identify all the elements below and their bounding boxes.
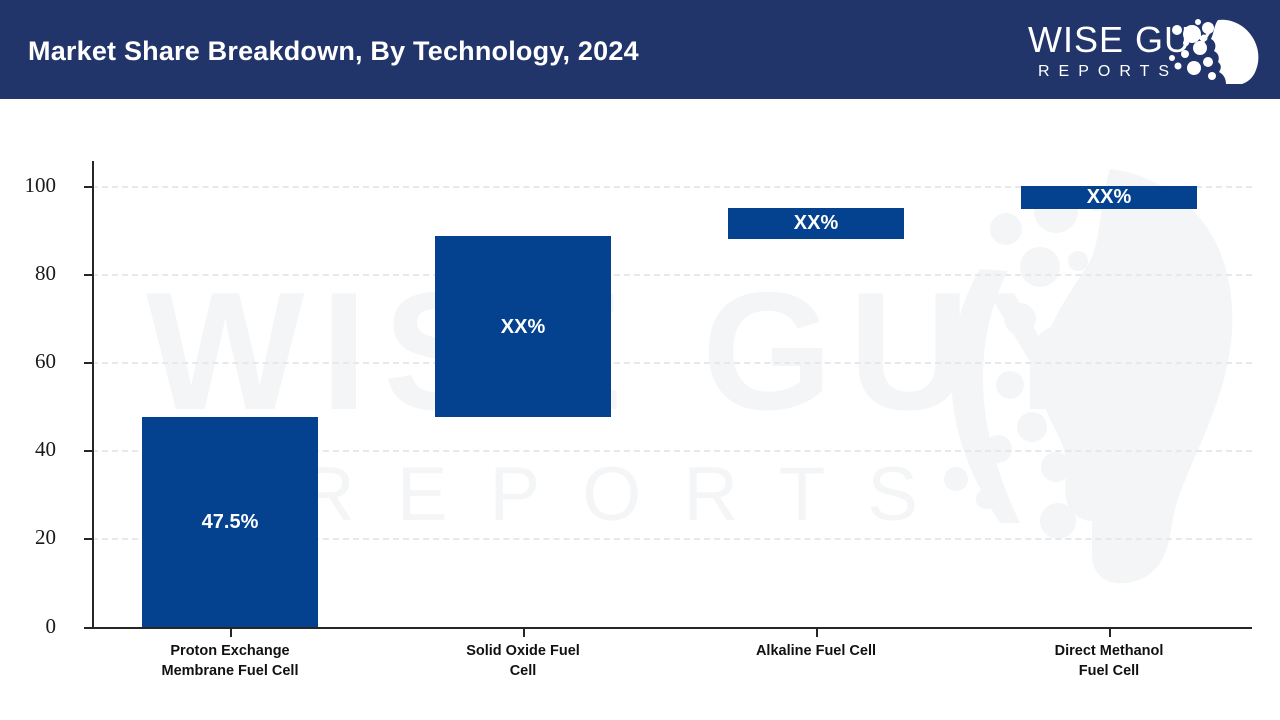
- y-tick-60: [84, 362, 92, 364]
- category-label-1-line2: Cell: [509, 663, 537, 679]
- gridline-100: [92, 186, 1252, 188]
- gridline-80: [92, 274, 1252, 276]
- bar-label-2: XX%: [793, 212, 839, 234]
- bar-proton-exchange-membrane-fuel-cell[interactable]: [142, 417, 318, 627]
- x-tick-2: [816, 627, 818, 637]
- y-axis-label-60: 60: [35, 349, 56, 373]
- logo-line2: REPORTS: [1038, 63, 1178, 80]
- plot-area: 100 80 60 40 20 0 47.5% XX% XX% XX%: [25, 161, 1252, 679]
- gridline-60: [92, 362, 1252, 364]
- wise-guy-reports-logo: WISE GUY REPORTS: [1022, 10, 1272, 90]
- y-axis-label-40: 40: [35, 437, 56, 461]
- x-axis: [92, 627, 1252, 629]
- bar-direct-methanol-fuel-cell[interactable]: [1021, 186, 1197, 209]
- category-label-3-line2: Fuel Cell: [1078, 663, 1140, 679]
- y-tick-100: [84, 186, 92, 188]
- category-label-3: Direct Methanol Fuel Cell: [1009, 641, 1209, 681]
- logo-line1: WISE GUY: [1028, 19, 1216, 60]
- category-label-0-line2: Membrane Fuel Cell: [161, 663, 299, 679]
- logo-svg: WISE GUY REPORTS: [1028, 19, 1259, 85]
- chart-canvas: WISE GUY REPORTS: [0, 99, 1280, 720]
- category-label-1: Solid Oxide Fuel Cell: [423, 641, 623, 681]
- page-header: Market Share Breakdown, By Technology, 2…: [0, 0, 1280, 99]
- bar-label-3: XX%: [1086, 186, 1132, 208]
- gridline-40: [92, 450, 1252, 452]
- category-label-0-line1: Proton Exchange: [170, 643, 290, 659]
- y-tick-0: [84, 627, 92, 629]
- category-label-0: Proton Exchange Membrane Fuel Cell: [130, 641, 330, 681]
- category-label-2-line1: Alkaline Fuel Cell: [755, 643, 877, 659]
- gridline-20: [92, 538, 1252, 540]
- category-label-2: Alkaline Fuel Cell: [716, 641, 916, 661]
- y-tick-20: [84, 538, 92, 540]
- y-axis-label-20: 20: [35, 525, 56, 549]
- x-tick-1: [523, 627, 525, 637]
- category-label-3-line1: Direct Methanol: [1054, 643, 1164, 659]
- y-tick-80: [84, 274, 92, 276]
- y-axis-label-100: 100: [24, 173, 57, 197]
- y-axis-label-0: 0: [45, 614, 57, 638]
- bar-label-1: XX%: [500, 316, 546, 338]
- y-axis: [92, 161, 94, 628]
- x-tick-3: [1109, 627, 1111, 637]
- x-tick-0: [230, 627, 232, 637]
- category-label-1-line1: Solid Oxide Fuel: [466, 643, 580, 659]
- y-tick-40: [84, 450, 92, 452]
- bar-label-0: 47.5%: [201, 511, 259, 533]
- head-silhouette-icon: [1169, 19, 1259, 85]
- bar-alkaline-fuel-cell[interactable]: [728, 208, 904, 239]
- bar-solid-oxide-fuel-cell[interactable]: [435, 236, 611, 417]
- y-axis-label-80: 80: [35, 261, 56, 285]
- page-title: Market Share Breakdown, By Technology, 2…: [28, 36, 639, 66]
